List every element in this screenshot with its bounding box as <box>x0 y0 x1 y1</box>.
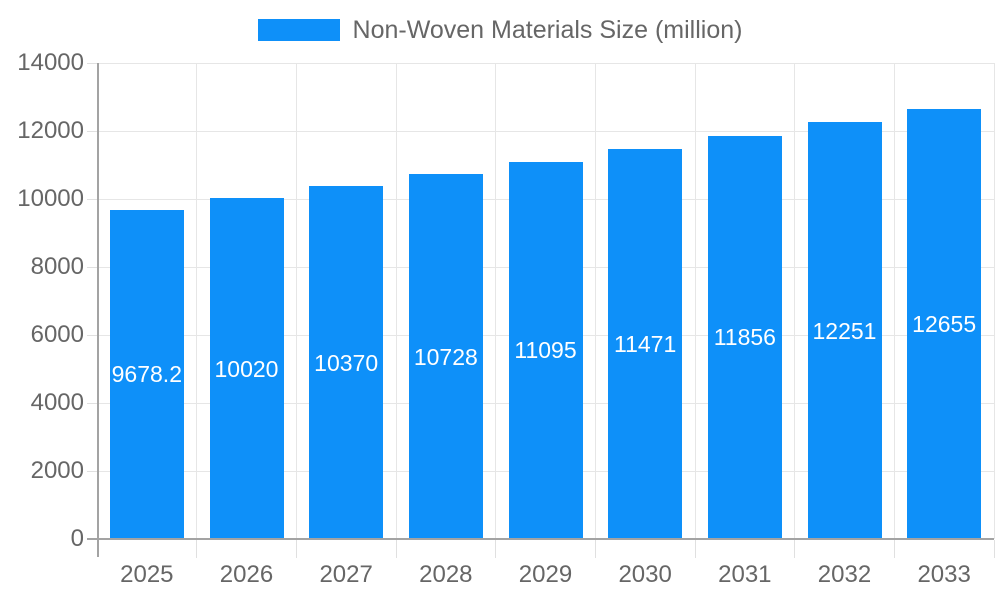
x-axis-tick <box>993 540 995 558</box>
legend: Non-Woven Materials Size (million) <box>0 16 1000 44</box>
y-axis-tick <box>87 403 97 404</box>
legend-label: Non-Woven Materials Size (million) <box>352 16 743 44</box>
x-gridline <box>295 63 297 539</box>
x-gridline <box>893 63 895 539</box>
x-gridline <box>196 63 198 539</box>
x-axis-tick-label: 2030 <box>618 561 672 588</box>
y-axis-tick <box>87 471 97 472</box>
x-axis-tick-label: 2027 <box>319 561 373 588</box>
x-axis-tick <box>794 540 796 558</box>
x-axis-tick <box>694 540 696 558</box>
y-gridline <box>97 62 994 64</box>
bar[interactable] <box>209 198 284 539</box>
x-axis-tick-label: 2029 <box>518 561 573 588</box>
x-axis-tick <box>295 540 297 558</box>
x-axis-tick-label: 2025 <box>120 561 174 588</box>
bar[interactable] <box>109 209 184 539</box>
x-gridline <box>395 63 397 539</box>
y-axis-tick-label: 6000 <box>30 321 84 348</box>
legend-item[interactable]: Non-Woven Materials Size (million) <box>257 16 743 44</box>
y-axis-tick <box>87 199 97 200</box>
x-axis-tick-label: 2033 <box>917 561 971 588</box>
x-axis-tick <box>196 540 198 558</box>
x-axis-tick-label: 2028 <box>419 561 473 588</box>
x-gridline <box>694 63 696 539</box>
x-gridline <box>794 63 796 539</box>
x-axis-tick-label: 2031 <box>718 561 772 588</box>
y-axis-tick <box>87 63 97 64</box>
bar[interactable] <box>408 174 483 539</box>
bar[interactable] <box>309 186 384 539</box>
x-gridline <box>594 63 596 539</box>
y-axis-line <box>97 63 99 557</box>
y-axis-tick-label: 10000 <box>17 185 84 212</box>
y-axis-tick <box>87 335 97 336</box>
x-axis-tick-label: 2032 <box>817 561 872 588</box>
y-axis-tick-label: 4000 <box>30 389 84 416</box>
bar[interactable] <box>907 108 982 539</box>
plot-area: 9678.2 10020 10370 10728 11095 11471 11856 1225… <box>97 62 995 539</box>
x-axis-tick <box>893 540 895 558</box>
x-axis-tick <box>495 540 497 558</box>
x-axis-tick-label: 2026 <box>219 561 274 588</box>
y-gridline <box>97 130 994 132</box>
y-axis-tick-label: 8000 <box>30 253 84 280</box>
bar[interactable] <box>608 148 683 539</box>
bar[interactable] <box>807 122 882 539</box>
x-gridline <box>495 63 497 539</box>
y-axis-tick-label: 14000 <box>17 49 84 76</box>
y-axis-tick <box>87 267 97 268</box>
bar[interactable] <box>707 135 782 539</box>
legend-swatch <box>257 19 340 41</box>
y-axis-tick-label: 2000 <box>30 457 84 484</box>
x-axis-tick <box>395 540 397 558</box>
y-axis-tick <box>87 131 97 132</box>
x-axis-tick <box>594 540 596 558</box>
y-axis-tick-label: 12000 <box>17 117 84 144</box>
x-axis-line <box>87 538 994 540</box>
x-gridline <box>993 63 995 539</box>
y-axis-tick-label: 0 <box>70 525 84 552</box>
bar[interactable] <box>508 161 583 539</box>
